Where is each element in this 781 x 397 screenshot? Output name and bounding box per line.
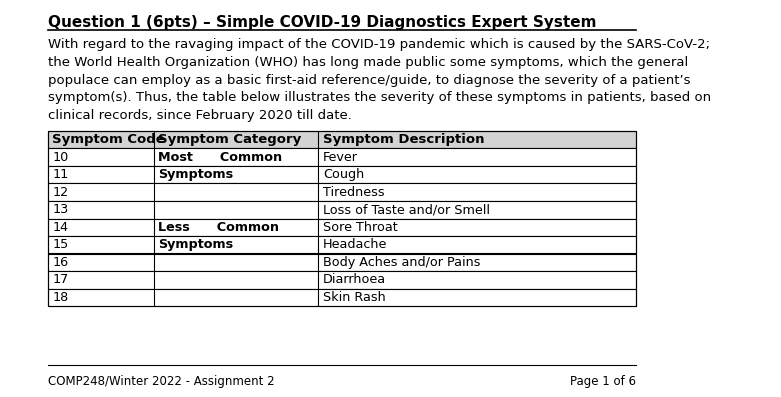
Bar xyxy=(48,131,636,148)
Text: Diarrhoea: Diarrhoea xyxy=(323,273,386,286)
Text: Question 1 (6pts) – Simple COVID-19 Diagnostics Expert System: Question 1 (6pts) – Simple COVID-19 Diag… xyxy=(48,15,597,30)
Text: 14: 14 xyxy=(52,221,69,234)
Text: Cough: Cough xyxy=(323,168,364,181)
Text: Symptom Code: Symptom Code xyxy=(52,133,165,146)
Text: Symptom Category: Symptom Category xyxy=(158,133,301,146)
Text: symptom(s). Thus, the table below illustrates the severity of these symptoms in : symptom(s). Thus, the table below illust… xyxy=(48,91,711,104)
Text: Body Aches and/or Pains: Body Aches and/or Pains xyxy=(323,256,480,269)
Text: Loss of Taste and/or Smell: Loss of Taste and/or Smell xyxy=(323,203,490,216)
Text: Symptoms: Symptoms xyxy=(158,168,234,181)
Text: COMP248/Winter 2022 - Assignment 2: COMP248/Winter 2022 - Assignment 2 xyxy=(48,375,275,388)
Bar xyxy=(48,131,636,306)
Bar xyxy=(48,183,636,201)
Text: Symptoms: Symptoms xyxy=(158,238,234,251)
Bar xyxy=(48,148,636,166)
Text: clinical records, since February 2020 till date.: clinical records, since February 2020 ti… xyxy=(48,109,351,122)
Text: 16: 16 xyxy=(52,256,69,269)
Bar xyxy=(48,166,636,183)
Text: Headache: Headache xyxy=(323,238,387,251)
Text: populace can employ as a basic first-aid reference/guide, to diagnose the severi: populace can employ as a basic first-aid… xyxy=(48,73,690,87)
Text: 15: 15 xyxy=(52,238,69,251)
Text: Sore Throat: Sore Throat xyxy=(323,221,398,234)
Text: Most      Common: Most Common xyxy=(158,151,282,164)
Text: Symptom Description: Symptom Description xyxy=(323,133,484,146)
Bar xyxy=(48,236,636,254)
Bar xyxy=(48,218,636,236)
Text: the World Health Organization (WHO) has long made public some symptoms, which th: the World Health Organization (WHO) has … xyxy=(48,56,688,69)
Bar xyxy=(48,201,636,218)
Text: Less      Common: Less Common xyxy=(158,221,279,234)
Bar xyxy=(48,271,636,289)
Bar xyxy=(48,289,636,306)
Text: Skin Rash: Skin Rash xyxy=(323,291,386,304)
Text: 17: 17 xyxy=(52,273,69,286)
Text: With regard to the ravaging impact of the COVID-19 pandemic which is caused by t: With regard to the ravaging impact of th… xyxy=(48,38,710,51)
Text: 12: 12 xyxy=(52,186,69,199)
Text: Tiredness: Tiredness xyxy=(323,186,384,199)
Text: 10: 10 xyxy=(52,151,69,164)
Text: Page 1 of 6: Page 1 of 6 xyxy=(570,375,636,388)
Text: 11: 11 xyxy=(52,168,69,181)
Text: 13: 13 xyxy=(52,203,69,216)
Bar xyxy=(48,254,636,271)
Text: Fever: Fever xyxy=(323,151,358,164)
Text: 18: 18 xyxy=(52,291,69,304)
